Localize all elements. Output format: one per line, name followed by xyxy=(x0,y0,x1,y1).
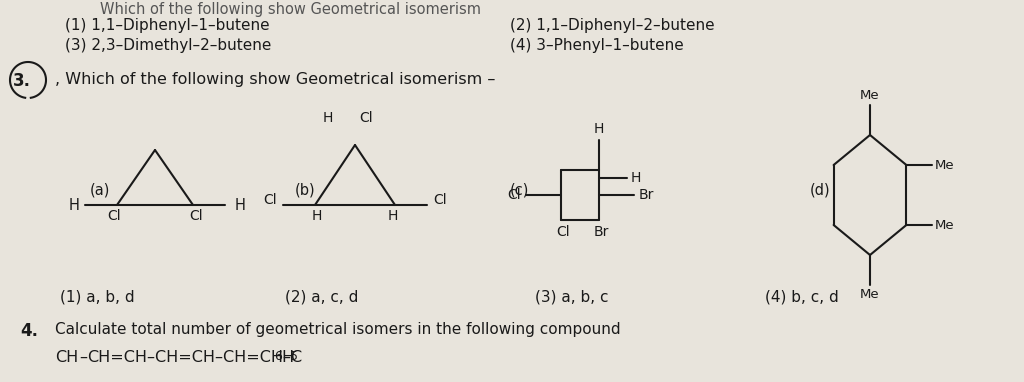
Text: (1) a, b, d: (1) a, b, d xyxy=(60,290,134,305)
Text: Cl: Cl xyxy=(433,193,446,207)
Text: Br: Br xyxy=(639,188,654,202)
Text: Cl: Cl xyxy=(189,209,203,223)
Text: 5: 5 xyxy=(290,350,298,363)
Text: H: H xyxy=(631,171,641,185)
Text: (d): (d) xyxy=(810,183,830,197)
Text: (4) 3–Phenyl–1–butene: (4) 3–Phenyl–1–butene xyxy=(510,38,684,53)
Text: Me: Me xyxy=(860,89,880,102)
Text: 4.: 4. xyxy=(20,322,38,340)
Text: Which of the following show Geometrical isomerism: Which of the following show Geometrical … xyxy=(100,2,481,17)
Text: Cl: Cl xyxy=(263,193,278,207)
Text: Cl: Cl xyxy=(359,111,373,125)
Text: H: H xyxy=(234,198,246,213)
Text: (2) a, c, d: (2) a, c, d xyxy=(285,290,358,305)
Text: Me: Me xyxy=(860,288,880,301)
Text: (a): (a) xyxy=(90,183,111,197)
Text: (2) 1,1–Diphenyl–2–butene: (2) 1,1–Diphenyl–2–butene xyxy=(510,18,715,33)
Text: H: H xyxy=(69,198,79,213)
Text: Me: Me xyxy=(935,219,954,231)
Text: (4) b, c, d: (4) b, c, d xyxy=(765,290,839,305)
Text: H: H xyxy=(388,209,398,223)
Text: 3.: 3. xyxy=(13,72,31,90)
Text: (1) 1,1–Diphenyl–1–butene: (1) 1,1–Diphenyl–1–butene xyxy=(65,18,269,33)
Text: Br: Br xyxy=(593,225,608,239)
Text: Cl: Cl xyxy=(108,209,121,223)
Text: Cl: Cl xyxy=(507,188,521,202)
Text: , Which of the following show Geometrical isomerism –: , Which of the following show Geometrica… xyxy=(55,72,496,87)
Text: (3) 2,3–Dimethyl–2–butene: (3) 2,3–Dimethyl–2–butene xyxy=(65,38,271,53)
Text: CH: CH xyxy=(55,350,78,365)
Text: (b): (b) xyxy=(295,183,315,197)
Text: –: – xyxy=(79,350,87,365)
Text: H: H xyxy=(323,111,333,125)
Text: H: H xyxy=(281,350,293,365)
Text: 6: 6 xyxy=(274,350,282,363)
Text: H: H xyxy=(312,209,323,223)
Text: (3) a, b, c: (3) a, b, c xyxy=(535,290,608,305)
Text: (c): (c) xyxy=(510,183,529,197)
Text: Cl: Cl xyxy=(556,225,569,239)
Text: Me: Me xyxy=(935,159,954,172)
Text: Calculate total number of geometrical isomers in the following compound: Calculate total number of geometrical is… xyxy=(55,322,621,337)
Text: CH=CH–CH=CH–CH=CH–C: CH=CH–CH=CH–CH=CH–C xyxy=(87,350,302,365)
Text: H: H xyxy=(594,122,604,136)
